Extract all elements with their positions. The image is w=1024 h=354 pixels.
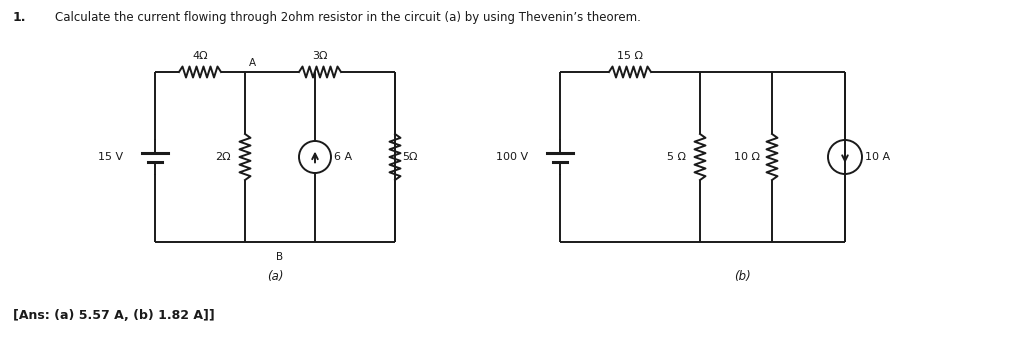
Text: (a): (a)	[266, 270, 284, 283]
Text: 5Ω: 5Ω	[402, 152, 418, 162]
Text: 10 A: 10 A	[865, 152, 890, 162]
Text: 15 V: 15 V	[98, 152, 123, 162]
Text: 2Ω: 2Ω	[215, 152, 231, 162]
Text: 4Ω: 4Ω	[193, 51, 208, 61]
Text: 100 V: 100 V	[496, 152, 528, 162]
Text: (b): (b)	[734, 270, 751, 283]
Text: 3Ω: 3Ω	[312, 51, 328, 61]
Text: 6 A: 6 A	[334, 152, 352, 162]
Text: A: A	[249, 58, 256, 68]
Text: 5 Ω: 5 Ω	[667, 152, 686, 162]
Text: 1.: 1.	[13, 11, 27, 24]
Text: Calculate the current flowing through 2ohm resistor in the circuit (a) by using : Calculate the current flowing through 2o…	[55, 11, 641, 24]
Text: 10 Ω: 10 Ω	[734, 152, 760, 162]
Text: [Ans: (a) 5.57 A, (b) 1.82 A]]: [Ans: (a) 5.57 A, (b) 1.82 A]]	[13, 309, 215, 322]
Text: 15 Ω: 15 Ω	[617, 51, 643, 61]
Text: B: B	[276, 252, 284, 262]
